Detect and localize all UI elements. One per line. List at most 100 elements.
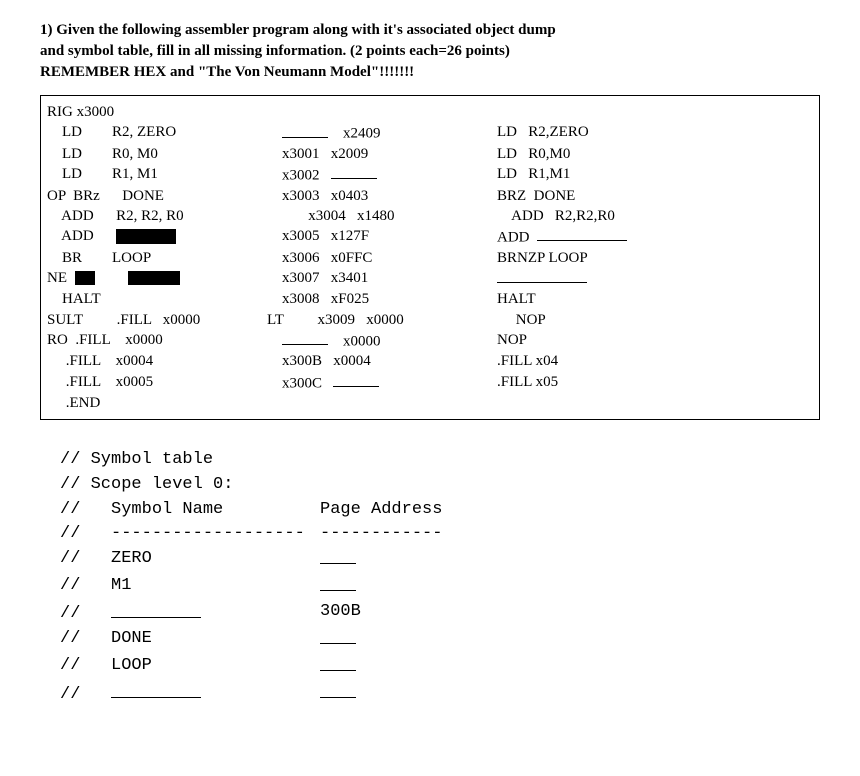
blank-field[interactable]: [320, 681, 356, 698]
asm-mid: x300C: [267, 372, 497, 394]
blank-field[interactable]: [320, 574, 356, 591]
asm-left: LD R1, M1: [47, 164, 267, 186]
blank-field[interactable]: [537, 226, 627, 241]
code-box: RIG x3000 LD R2, ZERO x2409 LD R2,ZERO L…: [40, 95, 820, 420]
symbol-table: // Symbol table // Scope level 0: // Sym…: [60, 448, 820, 707]
val: x300B: [282, 353, 322, 369]
blank-field[interactable]: [320, 627, 356, 644]
val: xF025: [331, 291, 369, 307]
asm-mid: [267, 102, 497, 122]
sym-name: // M1: [60, 574, 320, 601]
asm-left: .FILL x0005: [47, 372, 267, 394]
val: x3008: [282, 291, 320, 307]
sym-row-300b: // 300B: [60, 600, 820, 627]
sym-name: // DONE: [60, 627, 320, 654]
val: ADD: [47, 228, 94, 244]
asm-mid: LT x3009 x0000: [267, 310, 497, 330]
sym-name: // ZERO: [60, 547, 320, 574]
sym-addr: [320, 681, 820, 708]
redacted: [128, 271, 180, 285]
blank-field[interactable]: [320, 654, 356, 671]
asm-left: .FILL x0004: [47, 351, 267, 371]
val: x2009: [331, 146, 369, 162]
blank-field[interactable]: [497, 268, 587, 283]
asm-row-12: .FILL x0004 x300B x0004 .FILL x04: [47, 351, 813, 371]
question-block: 1) Given the following assembler program…: [40, 20, 820, 83]
val: x0FFC: [331, 250, 373, 266]
blank-field[interactable]: [111, 681, 201, 698]
val: ADD: [497, 229, 530, 245]
asm-row-0: RIG x3000: [47, 102, 813, 122]
sym-addr: 300B: [320, 600, 820, 627]
blank-field[interactable]: [282, 122, 328, 137]
val: x3009: [317, 312, 355, 328]
blank-field[interactable]: [331, 164, 377, 179]
sym-header-3: // Symbol Name Page Address: [60, 498, 820, 523]
asm-left: SULT .FILL x0000: [47, 310, 267, 330]
val: //: [60, 605, 80, 624]
asm-right: ADD R2,R2,R0: [497, 206, 813, 226]
asm-left: NE: [47, 268, 267, 290]
asm-left: ADD: [47, 226, 267, 248]
asm-right: NOP: [497, 330, 813, 352]
question-line1: 1) Given the following assembler program…: [40, 22, 556, 38]
asm-left: BR LOOP: [47, 248, 267, 268]
val: NE: [47, 270, 67, 286]
asm-row-1: LD R2, ZERO x2409 LD R2,ZERO: [47, 122, 813, 144]
val: LT: [267, 312, 284, 328]
sym-row-loop: // LOOP: [60, 654, 820, 681]
val: x300C: [282, 375, 322, 391]
asm-mid: x3007 x3401: [267, 268, 497, 290]
question-line3: REMEMBER HEX and "The Von Neumann Model"…: [40, 64, 414, 80]
sym-row-done: // DONE: [60, 627, 820, 654]
sym-addr: [320, 574, 820, 601]
asm-row-13: .FILL x0005 x300C .FILL x05: [47, 372, 813, 394]
blank-field[interactable]: [282, 330, 328, 345]
asm-row-6: ADD x3005 x127F ADD: [47, 226, 813, 248]
sym-name: // LOOP: [60, 654, 320, 681]
blank-field[interactable]: [111, 600, 201, 617]
asm-right: LD R2,ZERO: [497, 122, 813, 144]
asm-row-10: SULT .FILL x0000 LT x3009 x0000 NOP: [47, 310, 813, 330]
asm-mid: x2409: [267, 122, 497, 144]
asm-mid: x3002: [267, 164, 497, 186]
asm-row-8: NE x3007 x3401: [47, 268, 813, 290]
val: x3401: [331, 270, 369, 286]
val: x3004: [308, 208, 346, 224]
asm-left: RIG x3000: [47, 102, 267, 122]
asm-mid: x3006 x0FFC: [267, 248, 497, 268]
redacted: [75, 271, 95, 285]
asm-row-5: ADD R2, R2, R0 x3004 x1480 ADD R2,R2,R0: [47, 206, 813, 226]
asm-right: LD R0,M0: [497, 144, 813, 164]
blank-field[interactable]: [333, 372, 379, 387]
asm-mid: x300B x0004: [267, 351, 497, 371]
val: x1480: [357, 208, 395, 224]
asm-right: .FILL x04: [497, 351, 813, 371]
val: x3001: [282, 146, 320, 162]
val: x2409: [343, 126, 381, 142]
blank-field[interactable]: [320, 547, 356, 564]
asm-left: HALT: [47, 289, 267, 309]
asm-mid: [267, 393, 497, 413]
sym-addr: [320, 627, 820, 654]
sym-row-m1: // M1: [60, 574, 820, 601]
asm-left: ADD R2, R2, R0: [47, 206, 267, 226]
val: x3005: [282, 228, 320, 244]
asm-left: OP BRz DONE: [47, 186, 267, 206]
asm-mid: x3004 x1480: [267, 206, 497, 226]
asm-right: NOP: [497, 310, 813, 330]
sym-addr: [320, 654, 820, 681]
asm-right: HALT: [497, 289, 813, 309]
asm-row-9: HALT x3008 xF025 HALT: [47, 289, 813, 309]
asm-left: LD R2, ZERO: [47, 122, 267, 144]
asm-right: BRNZP LOOP: [497, 248, 813, 268]
val: x0000: [366, 312, 404, 328]
sym-dashes: // ------------------- ------------: [60, 522, 820, 547]
question-line2: and symbol table, fill in all missing in…: [40, 43, 510, 59]
sym-name: //: [60, 681, 320, 708]
sym-header-1: // Symbol table: [60, 448, 820, 473]
asm-left: RO .FILL x0000: [47, 330, 267, 352]
asm-row-7: BR LOOP x3006 x0FFC BRNZP LOOP: [47, 248, 813, 268]
sym-col-name: // Symbol Name: [60, 498, 320, 523]
asm-right: [497, 268, 813, 290]
